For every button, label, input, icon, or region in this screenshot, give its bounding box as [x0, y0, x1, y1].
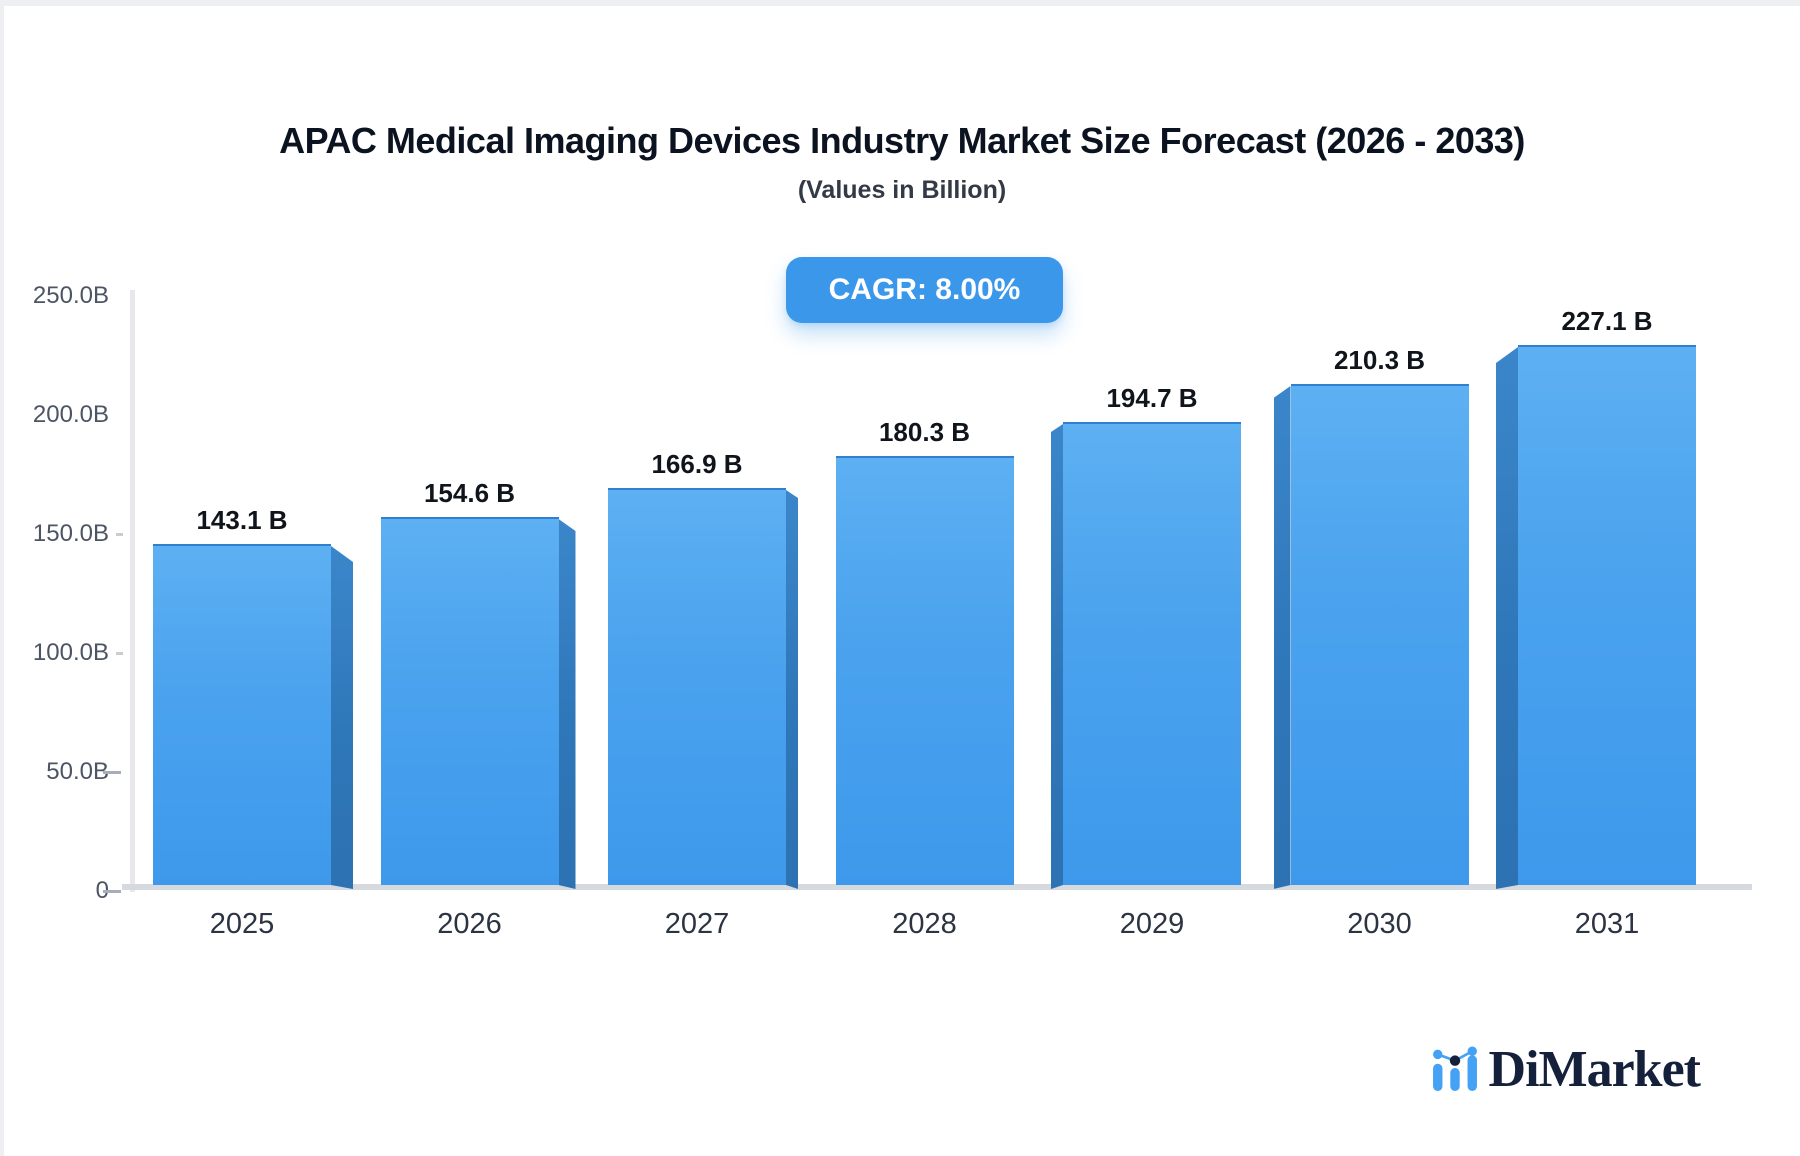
- bar-2027: 166.9 B: [608, 449, 786, 885]
- x-axis-label: 2029: [1119, 908, 1185, 940]
- y-axis-tick-label: 200.0B: [32, 401, 109, 428]
- x-axis-label: 2027: [664, 908, 730, 940]
- brand-logo-text: DiMarket: [1488, 1041, 1701, 1098]
- brand-logo-icon: [1432, 1046, 1477, 1091]
- bar-side-face: [559, 519, 576, 889]
- y-axis-tick-mark: [116, 651, 123, 655]
- y-axis-tick-mark: [103, 889, 121, 893]
- bar-side-face: [1496, 347, 1518, 889]
- bar-2028: 180.3 B: [835, 417, 1014, 885]
- x-axis-label: 2026: [437, 908, 502, 940]
- chart-card: APAC Medical Imaging Devices Industry Ma…: [4, 6, 1800, 1156]
- y-axis-tick-label: 0: [4, 876, 109, 906]
- brand-logo: DiMarket: [1432, 1041, 1701, 1098]
- bar-value-label: 194.7 B: [1106, 383, 1198, 413]
- bar-side-face: [786, 490, 798, 889]
- bar-2030: 210.3 B: [1291, 345, 1469, 885]
- y-axis-tick-mark: [116, 532, 123, 536]
- cagr-badge: CAGR: 8.00%: [786, 257, 1063, 323]
- y-axis-tick-label: 100.0B: [32, 639, 109, 666]
- x-axis-label: 2031: [1574, 908, 1640, 940]
- x-axis-label: 2028: [892, 908, 957, 940]
- plot-area: 250.0B 200.0B 150.0B 100.0B 50.0B 0 143.1 B 202…: [4, 6, 1800, 1156]
- x-axis-label: 2025: [209, 908, 275, 940]
- y-axis-tick-label: 150.0B: [32, 520, 109, 547]
- bar-value-label: 227.1 B: [1561, 306, 1653, 336]
- y-axis-tick-label: 250.0B: [32, 282, 109, 309]
- bar-2031: 227.1 B: [1518, 306, 1696, 885]
- cagr-badge-label: CAGR: 8.00%: [828, 273, 1021, 306]
- bar-2025: 143.1 B: [153, 505, 331, 885]
- bar-2029: 194.7 B: [1063, 383, 1241, 885]
- y-axis-tick-mark: [103, 770, 121, 774]
- chart-title: APAC Medical Imaging Devices Industry Ma…: [279, 120, 1525, 161]
- bar-value-label: 180.3 B: [878, 417, 971, 447]
- bar-2026: 154.6 B: [380, 478, 559, 885]
- bar-value-label: 154.6 B: [423, 478, 516, 508]
- bar-value-label: 166.9 B: [651, 449, 743, 479]
- chart-subtitle: (Values in Billion): [797, 176, 1007, 204]
- bar-side-face: [1274, 386, 1291, 889]
- bar-side-face: [331, 546, 353, 889]
- bar-side-face: [1051, 424, 1063, 889]
- x-axis-line: [122, 884, 1752, 890]
- x-axis-label: 2030: [1347, 908, 1412, 940]
- bar-value-label: 143.1 B: [196, 505, 288, 535]
- y-axis-tick-label: 50.0B: [46, 758, 109, 785]
- y-axis-line: [130, 290, 135, 892]
- bar-value-label: 210.3 B: [1333, 345, 1426, 375]
